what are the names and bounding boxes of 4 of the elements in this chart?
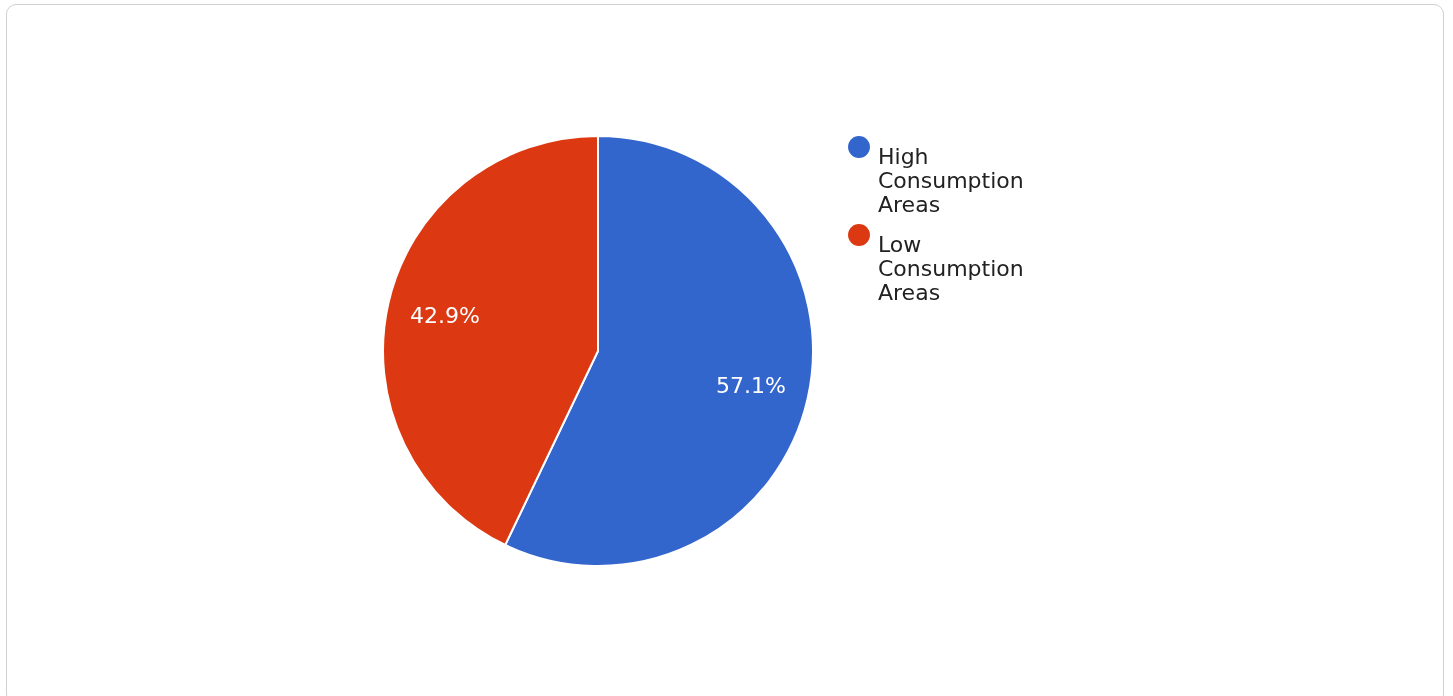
legend-label: High Consumption Areas bbox=[878, 144, 1024, 217]
legend-label: Low Consumption Areas bbox=[878, 232, 1024, 305]
data-label: 57.1% bbox=[716, 372, 787, 398]
data-label: 42.9% bbox=[409, 303, 480, 329]
